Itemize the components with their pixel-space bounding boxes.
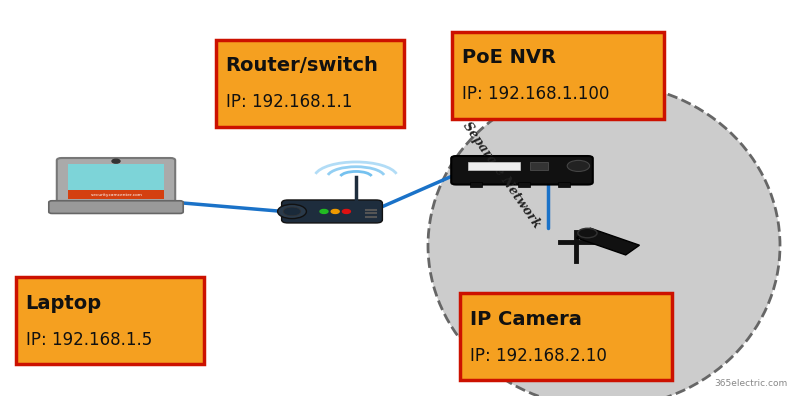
Text: IP: 192.168.1.5: IP: 192.168.1.5 — [26, 331, 152, 349]
FancyBboxPatch shape — [468, 162, 520, 170]
Circle shape — [331, 209, 339, 213]
Circle shape — [278, 204, 306, 219]
FancyBboxPatch shape — [451, 156, 593, 185]
FancyBboxPatch shape — [16, 277, 204, 364]
Circle shape — [342, 209, 350, 213]
Circle shape — [112, 159, 120, 163]
Circle shape — [283, 207, 301, 216]
Text: Router/switch: Router/switch — [226, 56, 378, 75]
Text: IP: 192.168.1.1: IP: 192.168.1.1 — [226, 93, 352, 111]
Text: IP Camera: IP Camera — [470, 310, 582, 329]
FancyBboxPatch shape — [452, 32, 664, 119]
FancyBboxPatch shape — [68, 164, 164, 199]
Polygon shape — [577, 228, 639, 255]
FancyBboxPatch shape — [57, 158, 175, 204]
FancyBboxPatch shape — [68, 190, 164, 199]
Circle shape — [578, 228, 597, 238]
FancyBboxPatch shape — [216, 40, 404, 127]
Text: security​cam​center.com: security​cam​center.com — [90, 193, 142, 197]
FancyBboxPatch shape — [530, 162, 548, 170]
FancyBboxPatch shape — [518, 182, 530, 187]
Text: Separate Network: Separate Network — [460, 119, 543, 230]
Text: Laptop: Laptop — [26, 294, 102, 313]
FancyBboxPatch shape — [49, 201, 183, 213]
Text: IP: 192.168.1.100: IP: 192.168.1.100 — [462, 86, 609, 103]
Text: IP: 192.168.2.10: IP: 192.168.2.10 — [470, 347, 606, 365]
Text: PoE NVR: PoE NVR — [462, 48, 555, 67]
FancyBboxPatch shape — [470, 182, 482, 187]
Circle shape — [320, 209, 328, 213]
FancyBboxPatch shape — [558, 182, 570, 187]
FancyBboxPatch shape — [460, 293, 672, 380]
Text: 365electric.com: 365electric.com — [714, 379, 788, 388]
FancyBboxPatch shape — [282, 200, 382, 223]
Ellipse shape — [428, 83, 780, 396]
Circle shape — [567, 160, 590, 171]
